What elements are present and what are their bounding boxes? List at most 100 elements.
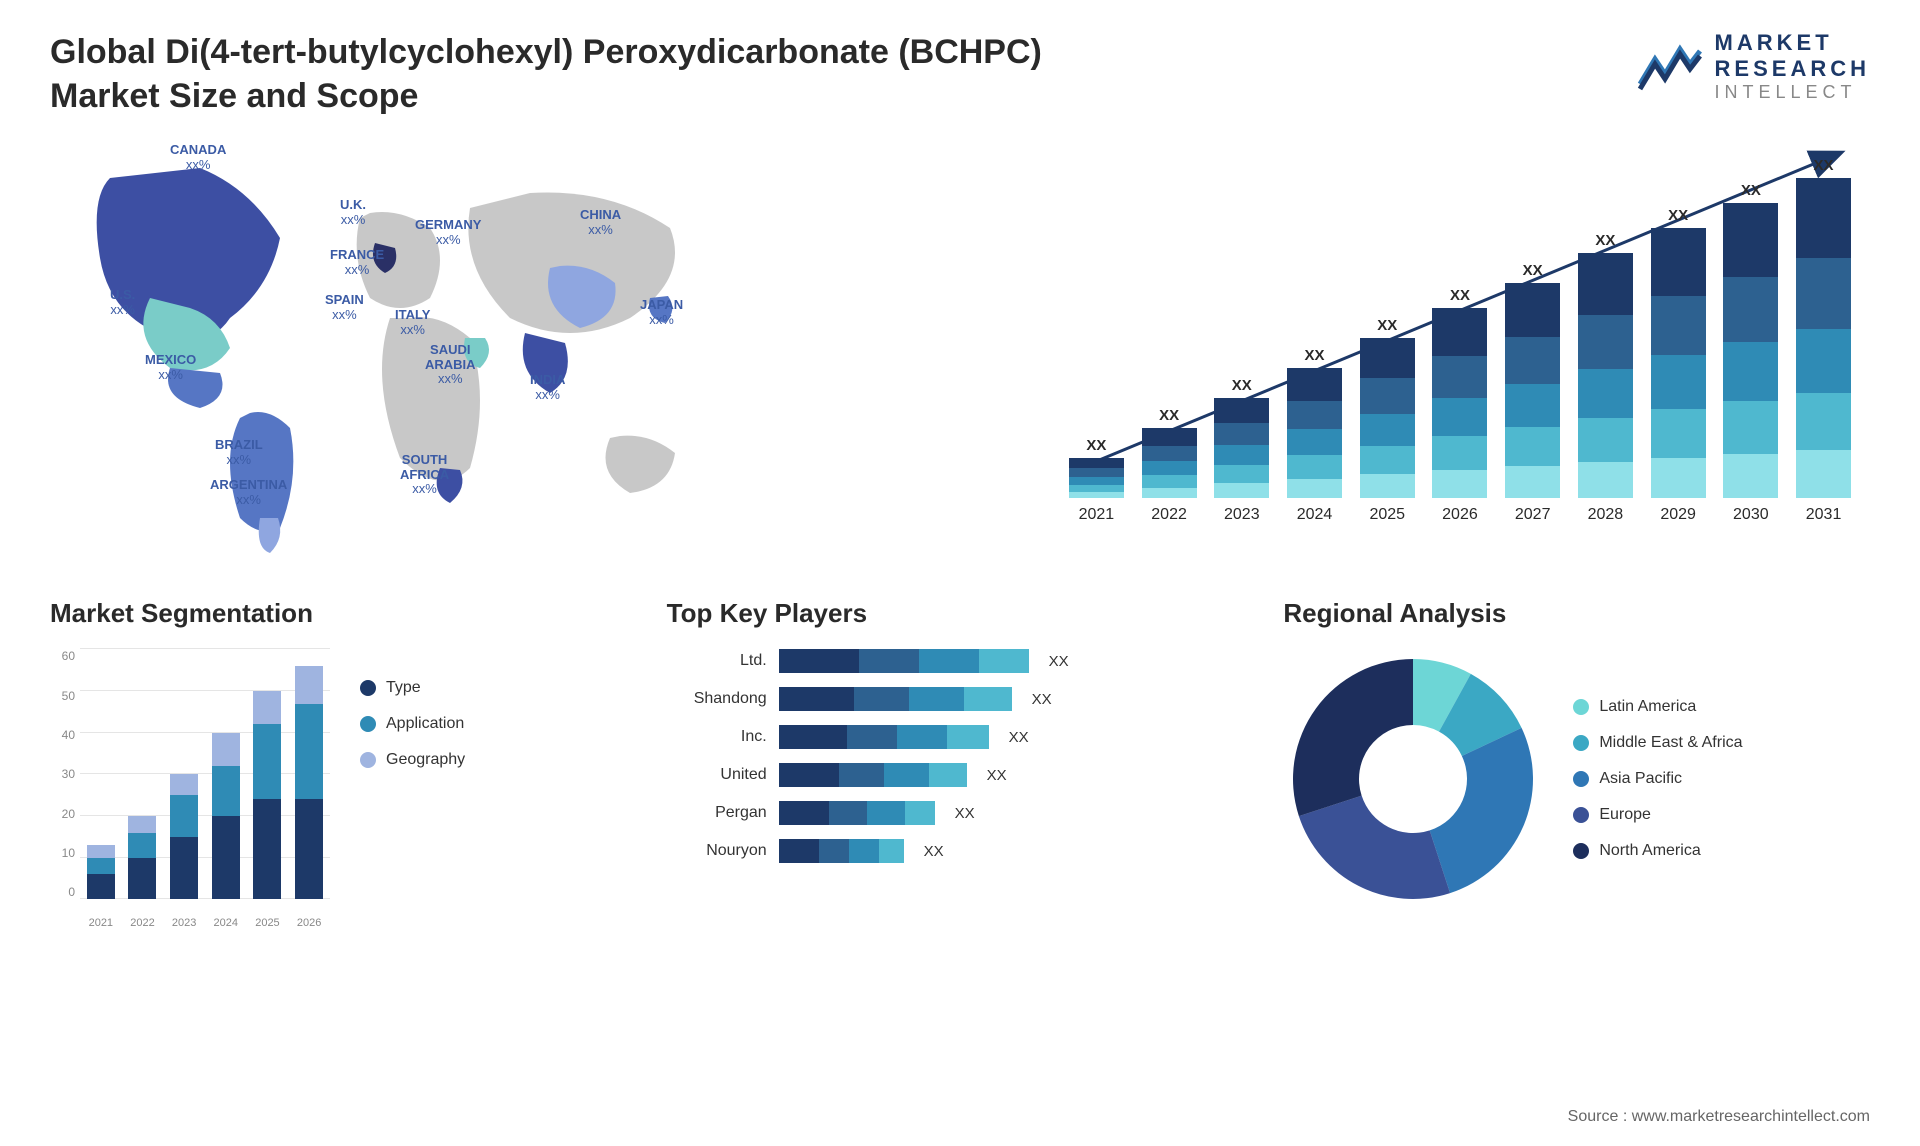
main-bar-segment [1287,455,1342,478]
player-value-label: XX [1032,691,1052,708]
map-label-germany: GERMANYxx% [415,218,481,247]
map-label-mexico: MEXICOxx% [145,353,196,382]
seg-ytick: 50 [50,689,75,703]
map-label-south-africa: SOUTHAFRICAxx% [400,453,449,496]
legend-dot-icon [360,752,376,768]
main-bar-segment [1214,483,1269,498]
main-xaxis-label: 2024 [1285,506,1345,524]
player-row: UnitedXX [667,763,1254,787]
seg-ytick: 10 [50,846,75,860]
player-bar [779,687,1012,711]
seg-bar-segment-geography [295,666,323,704]
player-bar [779,725,989,749]
player-bar-segment [919,649,979,673]
main-bar-segment [1505,466,1560,498]
main-bar-2025: XX [1357,317,1417,498]
main-bar-segment [1723,277,1778,342]
main-bar-value-label: XX [1668,207,1688,224]
main-bar-segment [1651,458,1706,499]
seg-ytick: 30 [50,767,75,781]
seg-bar-segment-geography [253,691,281,724]
main-bar-segment [1578,418,1633,462]
main-bar-segment [1142,461,1197,475]
main-bar-value-label: XX [1086,437,1106,454]
legend-dot-icon [360,680,376,696]
world-map: CANADAxx%U.S.xx%MEXICOxx%BRAZILxx%ARGENT… [50,138,1010,558]
legend-dot-icon [1573,807,1589,823]
legend-dot-icon [360,716,376,732]
map-label-argentina: ARGENTINAxx% [210,478,287,507]
main-bar-segment [1069,492,1124,498]
donut-slice [1299,796,1450,899]
main-bar-segment [1287,479,1342,499]
main-bar-segment [1069,477,1124,485]
main-xaxis-label: 2025 [1357,506,1417,524]
main-bar-segment [1505,384,1560,427]
main-bar-segment [1723,342,1778,401]
main-bar-segment [1069,468,1124,477]
main-bar-segment [1069,485,1124,492]
main-bar-segment [1651,409,1706,458]
main-bar-2030: XX [1721,182,1781,498]
logo-text-1: MARKET [1715,30,1870,56]
brand-logo: MARKET RESEARCH INTELLECT [1635,30,1870,103]
seg-legend-item: Type [360,679,465,697]
seg-bar-segment-type [295,799,323,899]
page-title: Global Di(4-tert-butylcyclohexyl) Peroxy… [50,30,1050,118]
legend-label: Application [386,715,464,733]
legend-label: North America [1599,842,1700,860]
player-value-label: XX [1049,653,1069,670]
seg-ytick: 60 [50,649,75,663]
seg-xaxis-label: 2022 [130,917,154,929]
legend-dot-icon [1573,735,1589,751]
player-name: Inc. [667,728,767,746]
main-bar-2023: XX [1212,377,1272,498]
main-bar-segment [1505,283,1560,337]
seg-xaxis-label: 2026 [297,917,321,929]
seg-bar-2022 [128,816,156,899]
seg-xaxis-label: 2025 [255,917,279,929]
donut-slice [1293,659,1413,816]
main-bar-segment [1432,398,1487,436]
map-label-spain: SPAINxx% [325,293,364,322]
seg-ytick: 0 [50,885,75,899]
legend-label: Geography [386,751,465,769]
legend-dot-icon [1573,771,1589,787]
map-label-italy: ITALYxx% [395,308,430,337]
seg-bar-segment-type [128,858,156,900]
main-xaxis-label: 2026 [1430,506,1490,524]
seg-xaxis-label: 2023 [172,917,196,929]
main-bar-value-label: XX [1377,317,1397,334]
main-bar-segment [1069,458,1124,468]
player-bar-segment [779,687,854,711]
player-bar-segment [854,687,909,711]
player-bar-segment [819,839,849,863]
main-bar-segment [1651,296,1706,355]
player-bar-segment [829,801,867,825]
main-bar-segment [1578,315,1633,369]
segmentation-legend: Type Application Geography [360,679,465,929]
key-players-title: Top Key Players [667,598,1254,629]
seg-bar-segment-geography [87,845,115,858]
player-row: ShandongXX [667,687,1254,711]
main-bar-segment [1723,454,1778,498]
player-bar-segment [884,763,929,787]
player-value-label: XX [955,805,975,822]
main-bar-segment [1360,474,1415,498]
seg-legend-item: Geography [360,751,465,769]
player-name: Pergan [667,804,767,822]
main-bar-segment [1142,446,1197,461]
seg-ytick: 40 [50,728,75,742]
seg-bar-segment-type [170,837,198,900]
player-bar-segment [867,801,905,825]
main-bar-segment [1796,450,1851,498]
main-bar-segment [1142,428,1197,446]
player-value-label: XX [1009,729,1029,746]
seg-bar-segment-application [212,766,240,816]
player-name: Ltd. [667,652,767,670]
player-bar-segment [779,839,819,863]
main-bar-segment [1287,401,1342,430]
player-value-label: XX [987,767,1007,784]
seg-bar-segment-geography [212,733,240,766]
main-bar-segment [1360,414,1415,446]
